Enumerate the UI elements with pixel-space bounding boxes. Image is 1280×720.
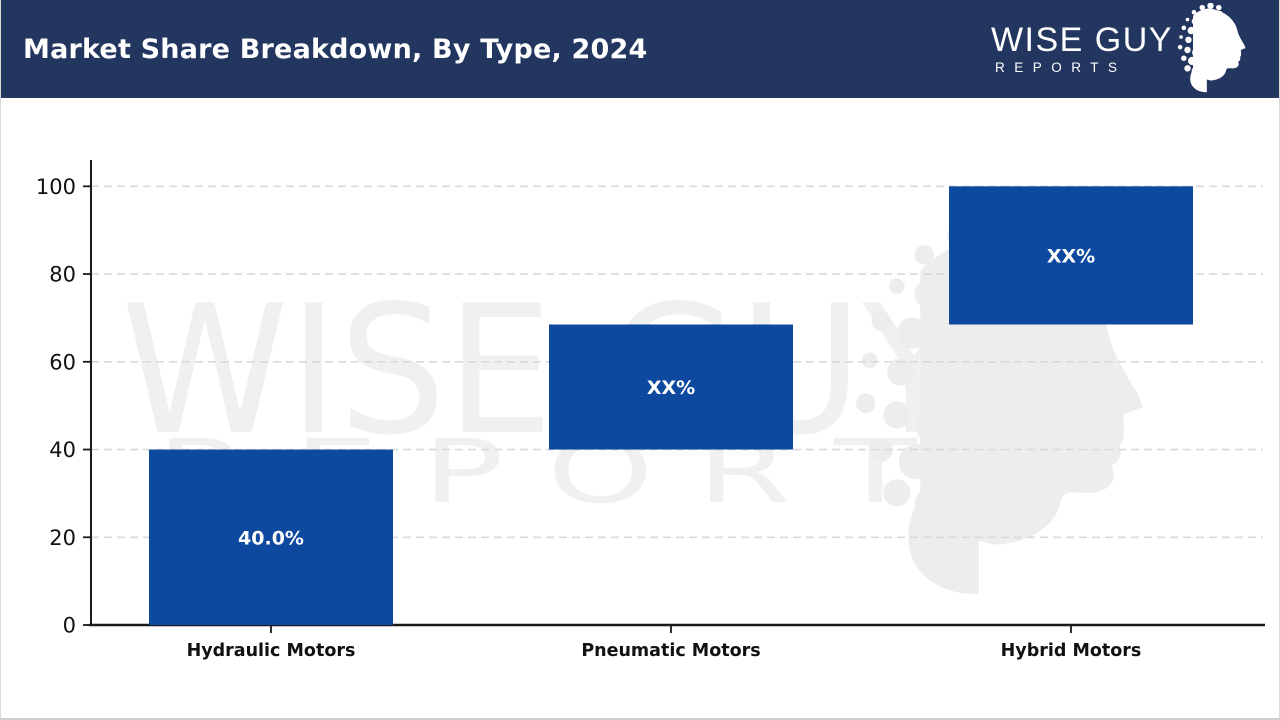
bar-hydraulic-motors	[149, 449, 393, 625]
wiseguy-logo: WISE GUY REPORTS	[991, 0, 1251, 98]
bar-value-label-pneumatic-motors: XX%	[647, 377, 695, 399]
chart-area: WISE GUY R E P O R T S 0 20 40 60 80 100 40.0% X…	[1, 98, 1279, 718]
y-tick-label-80: 80	[49, 263, 76, 287]
logo-wordmark-line2: REPORTS	[994, 60, 1127, 76]
page-title: Market Share Breakdown, By Type, 2024	[23, 33, 648, 65]
bar-pneumatic-motors	[549, 324, 793, 450]
plot-layer: 0 20 40 60 80 100 40.0% XX% XX% Hydraulic Motors P…	[36, 160, 1265, 661]
logo-wordmark-line1: WISE GUY	[990, 21, 1173, 60]
y-tick-label-20: 20	[49, 526, 76, 550]
y-tick-label-40: 40	[49, 438, 76, 462]
bar-value-label-hybrid-motors: XX%	[1047, 245, 1095, 267]
bar-hybrid-motors	[949, 186, 1193, 325]
y-tick-label-100: 100	[36, 175, 76, 199]
y-tick-label-60: 60	[49, 350, 76, 374]
logo-wordmark: WISE GUY REPORTS	[991, 23, 1173, 75]
watermark-wordmark-line1: WISE GUY	[121, 267, 967, 474]
y-tick-label-0: 0	[63, 614, 76, 638]
bar-value-label-hydraulic-motors: 40.0%	[238, 527, 304, 549]
x-tick-label-pneumatic-motors: Pneumatic Motors	[581, 641, 760, 661]
x-tick-label-hybrid-motors: Hybrid Motors	[1001, 641, 1142, 661]
header: Market Share Breakdown, By Type, 2024 WI…	[1, 0, 1279, 98]
x-tick-label-hydraulic-motors: Hydraulic Motors	[187, 641, 356, 661]
